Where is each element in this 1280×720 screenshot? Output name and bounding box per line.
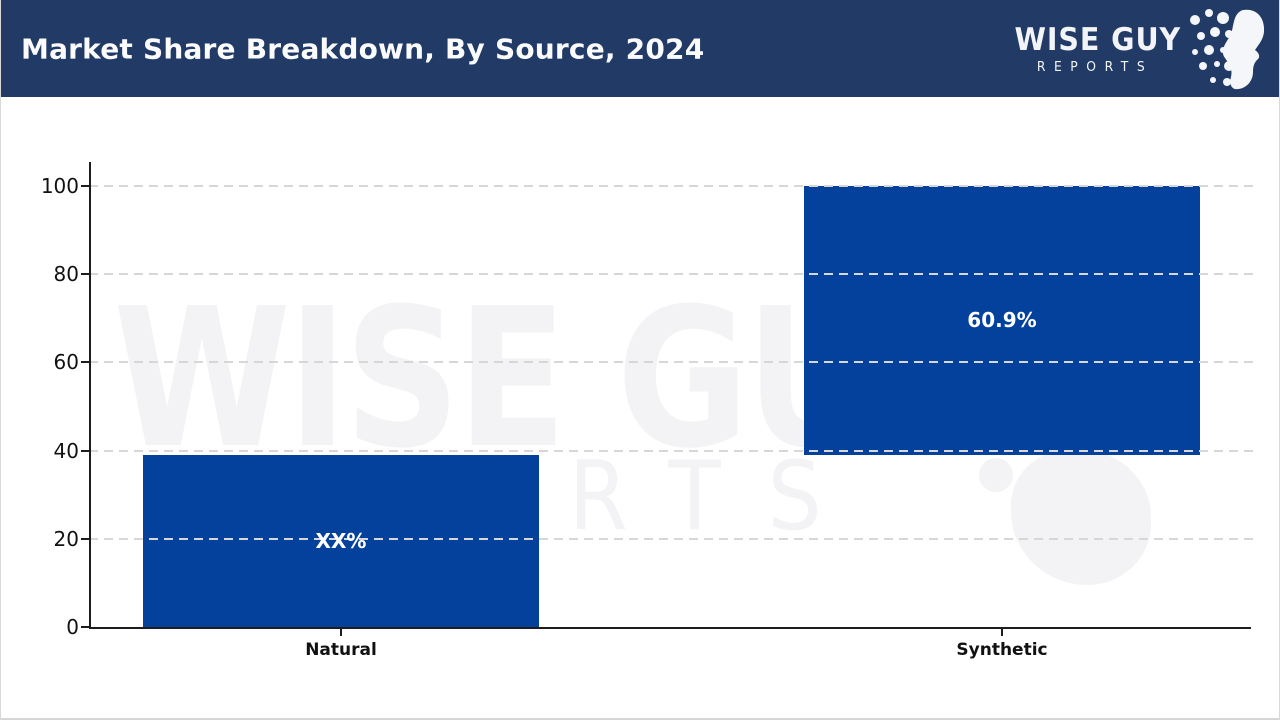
- y-tick-label-60: 60: [53, 350, 79, 375]
- x-tick-synthetic: [1001, 629, 1003, 636]
- gridline-60: [89, 361, 1259, 364]
- logo-text: WISE GUY REPORTS: [1000, 22, 1181, 75]
- bar-natural: [143, 454, 539, 627]
- bar-value-label-natural: XX%: [315, 528, 367, 553]
- y-tick-20: [81, 537, 89, 540]
- header-bar: Market Share Breakdown, By Source, 2024 …: [1, 0, 1279, 97]
- bar-value-label-synthetic: 60.9%: [967, 308, 1037, 333]
- y-tick-80: [81, 273, 89, 276]
- watermark-dot-large: [979, 458, 1013, 492]
- y-tick-label-100: 100: [40, 174, 79, 198]
- y-axis-line: [89, 162, 91, 629]
- bar-synthetic: [804, 186, 1200, 455]
- watermark-face-blob: [1011, 450, 1151, 585]
- category-label-synthetic: Synthetic: [956, 640, 1048, 660]
- wiseguy-logo: WISE GUY REPORTS: [1014, 4, 1267, 94]
- gridline-80: [89, 273, 1259, 276]
- x-axis-line: [89, 627, 1251, 629]
- gridline-20: [89, 537, 1259, 540]
- y-tick-100: [81, 185, 89, 187]
- gridline-100: [89, 185, 1259, 187]
- y-tick-label-80: 80: [53, 262, 79, 287]
- y-tick-0: [81, 626, 89, 628]
- y-tick-label-0: 0: [66, 615, 79, 639]
- logo-brand-name: WISE GUY: [1014, 22, 1181, 58]
- category-label-natural: Natural: [305, 640, 377, 660]
- face-profile-icon: [1190, 9, 1265, 90]
- gridline-40: [89, 449, 1259, 452]
- x-tick-natural: [340, 629, 342, 636]
- y-tick-40: [81, 449, 89, 452]
- y-tick-label-40: 40: [53, 438, 79, 463]
- y-tick-label-20: 20: [53, 526, 79, 551]
- page-title: Market Share Breakdown, By Source, 2024: [21, 32, 705, 65]
- logo-brand-sub: REPORTS: [1036, 60, 1154, 75]
- y-tick-60: [81, 361, 89, 364]
